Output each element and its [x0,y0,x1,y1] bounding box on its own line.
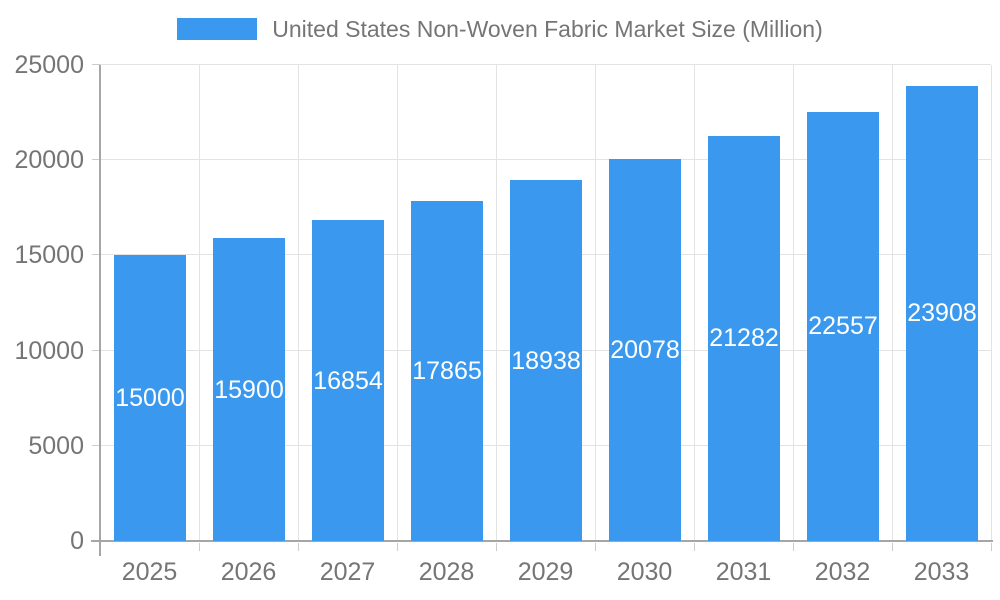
y-tick-label: 15000 [14,241,84,269]
bar: 23908 [906,85,978,541]
bar-value-label: 16854 [313,366,383,395]
y-tick [92,445,100,446]
bar: 20078 [609,158,681,541]
x-tick [199,543,200,551]
x-gridline [496,65,497,541]
x-tick-label: 2029 [517,558,574,586]
bar: 15900 [213,238,285,541]
bar-value-label: 22557 [808,312,878,341]
x-gridline [595,65,596,541]
bar-value-label: 23908 [907,299,977,328]
bar: 21282 [708,135,780,541]
bar: 17865 [411,200,483,541]
bar: 15000 [114,255,186,541]
x-gridline [991,65,992,541]
bar-value-label: 15900 [214,375,284,404]
y-tick-label: 0 [70,527,84,555]
x-gridline [199,65,200,541]
y-tick-label: 5000 [28,432,84,460]
x-tick-label: 2030 [616,558,673,586]
bar-value-label: 20078 [610,335,680,364]
x-tick [298,543,299,551]
bar: 16854 [312,220,384,541]
bar-value-label: 18938 [511,346,581,375]
x-gridline [694,65,695,541]
x-tick [694,543,695,551]
x-tick [892,543,893,551]
x-tick-label: 2027 [319,558,376,586]
x-tick [991,543,992,551]
y-tick [92,254,100,255]
x-tick-label: 2032 [814,558,871,586]
x-axis-line [91,540,993,542]
x-tick-label: 2025 [121,558,178,586]
bar-value-label: 21282 [709,324,779,353]
bar-value-label: 15000 [115,384,185,413]
y-gridline [100,64,991,65]
bar-value-label: 17865 [412,356,482,385]
legend-label: United States Non-Woven Fabric Market Si… [272,15,823,42]
x-tick-label: 2028 [418,558,475,586]
y-axis-line [99,65,101,556]
y-tick [92,350,100,351]
y-tick [92,159,100,160]
x-tick [496,543,497,551]
x-tick-label: 2026 [220,558,277,586]
y-tick-label: 25000 [14,51,84,79]
x-tick-label: 2031 [715,558,772,586]
x-tick [397,543,398,551]
y-tick-label: 20000 [14,146,84,174]
x-tick [595,543,596,551]
x-tick [793,543,794,551]
x-gridline [793,65,794,541]
y-tick-label: 10000 [14,337,84,365]
x-tick-label: 2033 [913,558,970,586]
x-gridline [298,65,299,541]
y-tick [92,64,100,65]
bar: 18938 [510,180,582,541]
chart-legend[interactable]: United States Non-Woven Fabric Market Si… [0,14,1000,44]
x-gridline [397,65,398,541]
bar: 22557 [807,111,879,541]
x-gridline [892,65,893,541]
legend-swatch[interactable] [177,18,258,40]
y-gridline [100,159,991,160]
